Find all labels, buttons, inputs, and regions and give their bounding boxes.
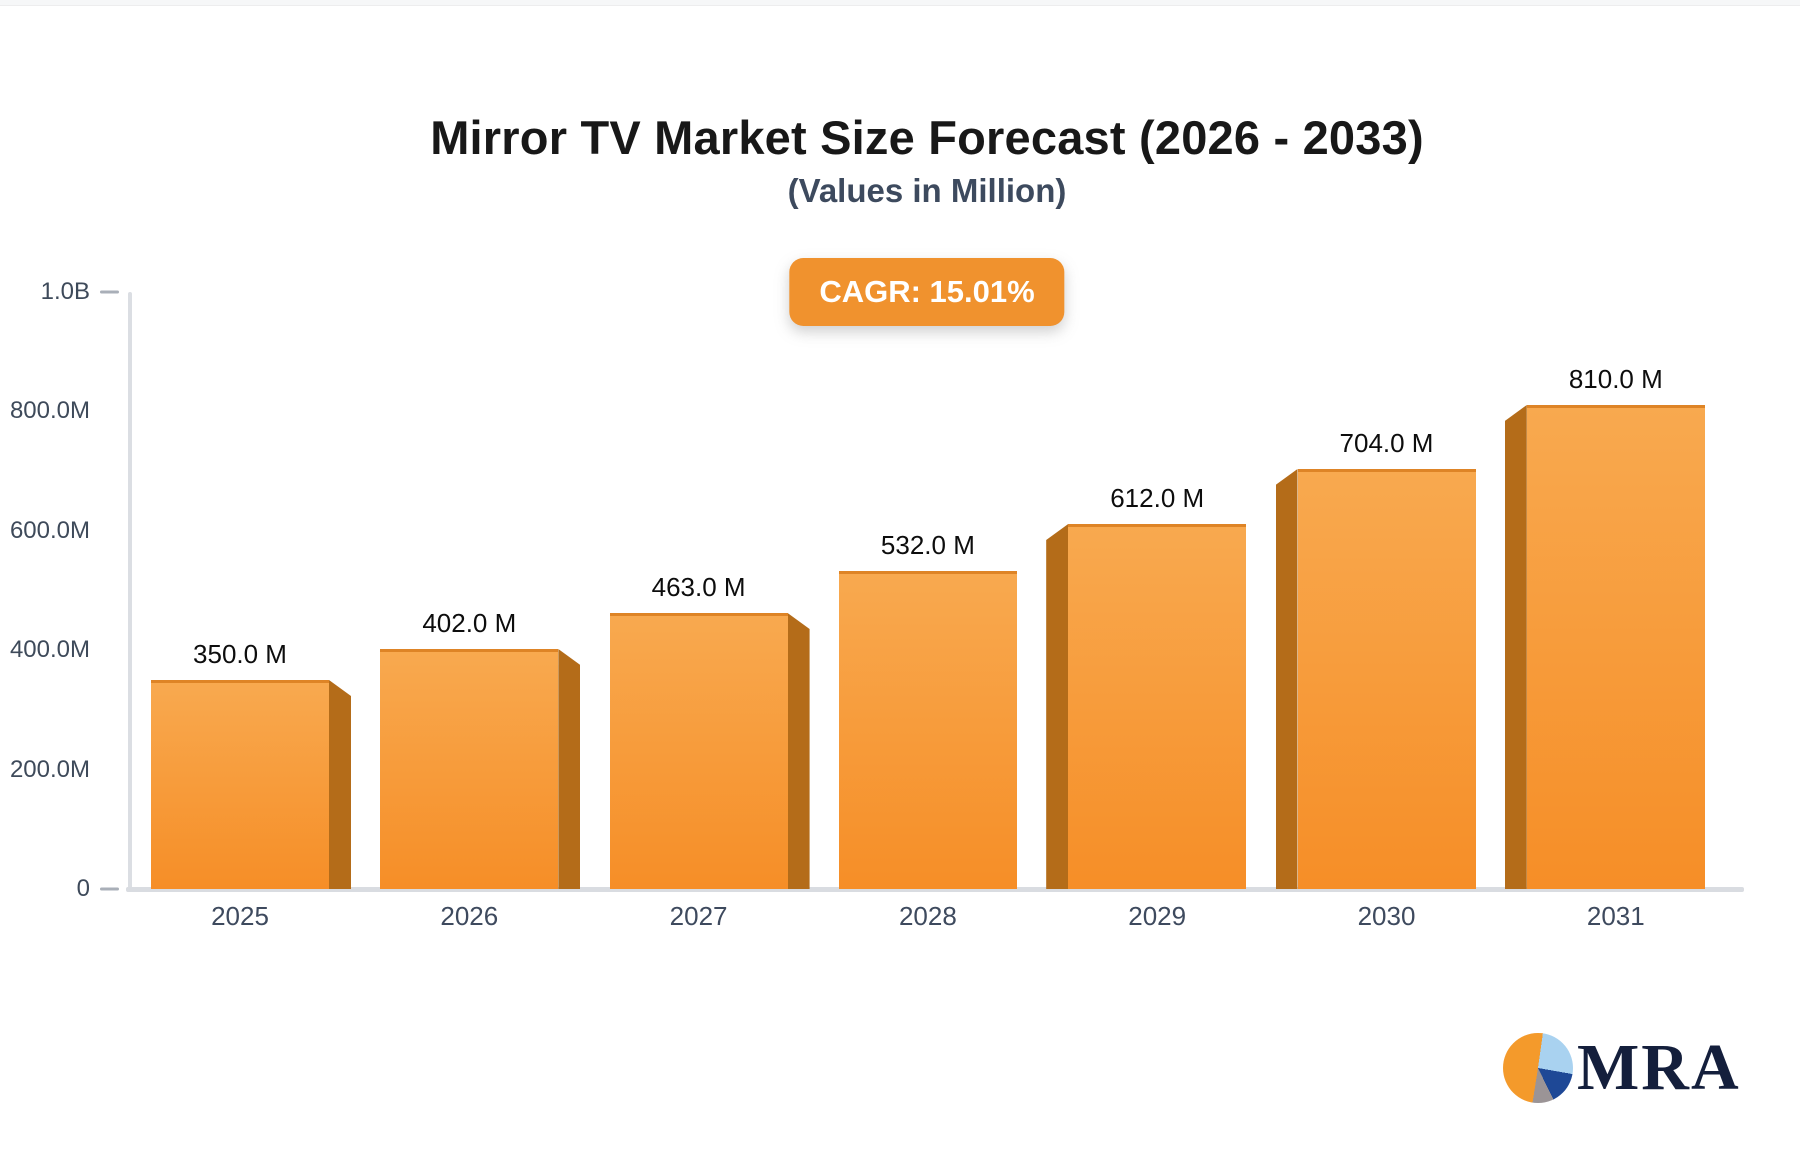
bar-2031 (1526, 405, 1705, 889)
bar-2030 (1297, 469, 1476, 889)
x-axis-label-2028: 2028 (898, 901, 957, 931)
bar-2025 (151, 680, 329, 889)
bar-value-label: 350.0 M (193, 639, 287, 669)
page-top-border (0, 0, 1800, 6)
bar-3d-side-2030 (1275, 469, 1298, 889)
bar-3d-side-2031 (1504, 405, 1527, 889)
cagr-badge: CAGR: 15.01% (789, 258, 1065, 326)
y-axis-tick-mark (100, 887, 119, 891)
bar-3d-side-2027 (787, 613, 810, 889)
bar-3d-side-2029 (1046, 524, 1069, 889)
bar-value-label: 463.0 M (651, 572, 746, 602)
y-axis-tick-mark (100, 290, 119, 294)
x-axis-label-2030: 2030 (1357, 901, 1416, 931)
y-axis-line (128, 292, 132, 891)
bar-value-label: 810.0 M (1568, 364, 1663, 394)
bar-2028 (838, 571, 1017, 889)
bar-value-label: 704.0 M (1339, 428, 1434, 458)
bar-2026 (380, 649, 559, 889)
x-axis-label-2031: 2031 (1586, 901, 1645, 931)
logo-text: MRA (1577, 1031, 1741, 1104)
y-axis-tick-label: 400.0M (9, 636, 90, 664)
x-axis-label-2026: 2026 (440, 901, 499, 931)
pie-chart-logo-icon (1503, 1033, 1573, 1103)
bar-value-label: 532.0 M (880, 530, 975, 560)
bar-2027 (609, 613, 788, 889)
y-axis-tick-label: 0 (76, 875, 90, 902)
y-axis-tick-label: 200.0M (9, 755, 90, 783)
x-axis-label-2027: 2027 (669, 901, 728, 931)
bar-value-label: 402.0 M (422, 608, 517, 638)
y-axis-tick-label: 1.0B (40, 278, 90, 305)
x-axis-label-2029: 2029 (1128, 901, 1187, 931)
chart-title: Mirror TV Market Size Forecast (2026 - 2… (430, 111, 1424, 164)
x-axis-baseline (126, 887, 1744, 892)
y-axis-tick-label: 800.0M (9, 397, 90, 425)
bar-value-label: 612.0 M (1110, 483, 1205, 513)
y-axis-tick-label: 600.0M (9, 516, 90, 544)
bar-3d-side-2026 (558, 649, 581, 889)
chart-subtitle: (Values in Million) (787, 172, 1067, 209)
x-axis-label-2025: 2025 (211, 901, 269, 931)
bar-3d-side-2025 (329, 680, 351, 889)
bar-2029 (1068, 524, 1247, 889)
mra-logo: MRA (1503, 1033, 1741, 1103)
